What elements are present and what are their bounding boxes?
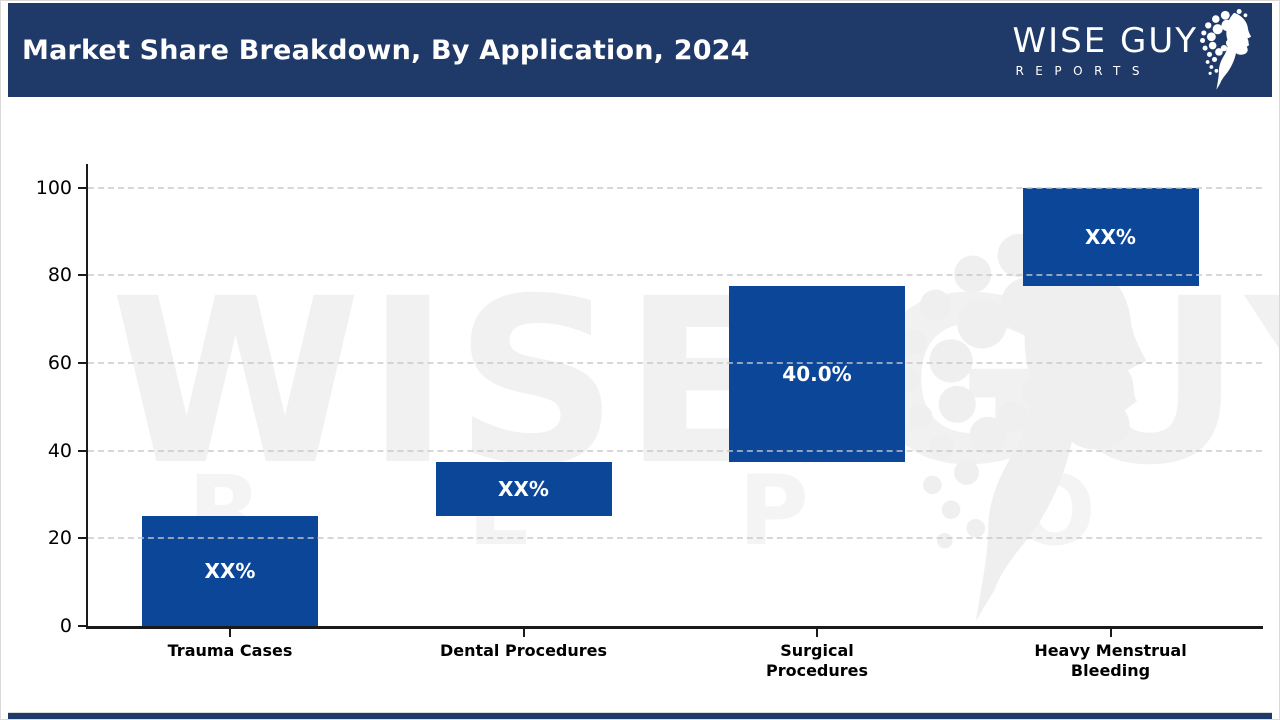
bar-heavy-menstrual-bleeding (1022, 187, 1199, 287)
x-axis-line (87, 626, 1263, 629)
bar-dental-procedures (435, 461, 612, 517)
gridline-60 (88, 361, 1262, 364)
y-tick-label-40: 40 (47, 439, 72, 462)
brand-name: WISE GUY (1012, 20, 1198, 61)
bar-label-heavy-menstrual-bleeding: XX% (1085, 224, 1136, 249)
gridline-100 (88, 186, 1262, 189)
y-tick-label-20: 20 (47, 527, 72, 550)
gridline-80 (88, 274, 1262, 277)
x-label-surgical-procedures: Surgical Procedures (765, 641, 869, 680)
header-bar: Market Share Breakdown, By Application, … (8, 3, 1272, 97)
bar-label-trauma-cases: XX% (204, 559, 256, 584)
brand-logo-text: WISE GUY REPORTS (1012, 24, 1198, 77)
y-tick-100 (78, 186, 87, 189)
x-label-heavy-menstrual-bleeding: Heavy Menstrual Bleeding (1034, 641, 1187, 680)
x-tick-trauma-cases (229, 629, 231, 637)
y-tick-40 (78, 449, 87, 452)
x-tick-heavy-menstrual-bleeding (1109, 629, 1112, 637)
bar-label-dental-procedures: XX% (498, 477, 549, 501)
gridline-40 (88, 449, 1262, 452)
footer-bar (8, 712, 1272, 720)
x-label-dental-procedures: Dental Procedures (439, 641, 608, 660)
brand-face-icon (1200, 9, 1252, 90)
watermark-subtext: R E P O R T S (188, 455, 1280, 567)
brand-logo: WISE GUY REPORTS (1012, 9, 1256, 91)
bar-label-surgical-procedures: 40.0% (782, 361, 852, 386)
y-tick-60 (78, 361, 87, 364)
x-tick-surgical-procedures (816, 629, 818, 637)
page-title: Market Share Breakdown, By Application, … (22, 34, 750, 66)
x-tick-dental-procedures (522, 629, 525, 637)
y-tick-label-60: 60 (47, 351, 72, 374)
bar-surgical-procedures (729, 286, 905, 462)
y-tick-label-100: 100 (35, 176, 72, 199)
y-tick-20 (78, 537, 87, 540)
x-label-trauma-cases: Trauma Cases (167, 641, 293, 660)
gridline-20 (88, 537, 1262, 540)
bar-trauma-cases (142, 516, 318, 626)
y-tick-80 (78, 274, 87, 277)
y-axis-line (86, 164, 88, 629)
y-tick-0 (78, 625, 87, 627)
y-tick-label-80: 80 (47, 264, 72, 287)
y-tick-label-0: 0 (59, 615, 72, 637)
brand-subtitle: REPORTS (1015, 63, 1151, 78)
